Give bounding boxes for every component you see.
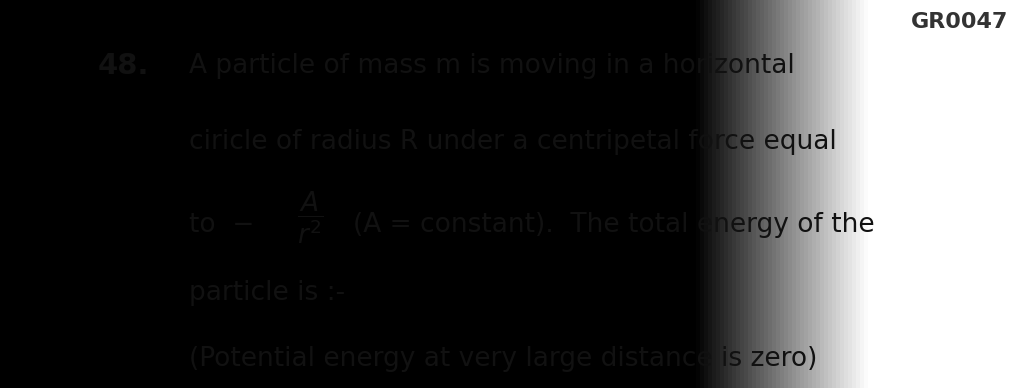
Text: 48.: 48. (97, 52, 148, 80)
Text: $\dfrac{A}{r^2}$: $\dfrac{A}{r^2}$ (297, 189, 324, 246)
Text: ciricle of radius R under a centripetal force equal: ciricle of radius R under a centripetal … (189, 128, 838, 155)
Text: (A = constant).  The total energy of the: (A = constant). The total energy of the (353, 212, 874, 238)
Text: A particle of mass m is moving in a horizontal: A particle of mass m is moving in a hori… (189, 53, 796, 79)
Text: to  −: to − (189, 212, 255, 238)
Text: GR0047: GR0047 (911, 12, 1009, 32)
Text: particle is :-: particle is :- (189, 280, 345, 306)
Text: (Potential energy at very large distance is zero): (Potential energy at very large distance… (189, 346, 818, 372)
